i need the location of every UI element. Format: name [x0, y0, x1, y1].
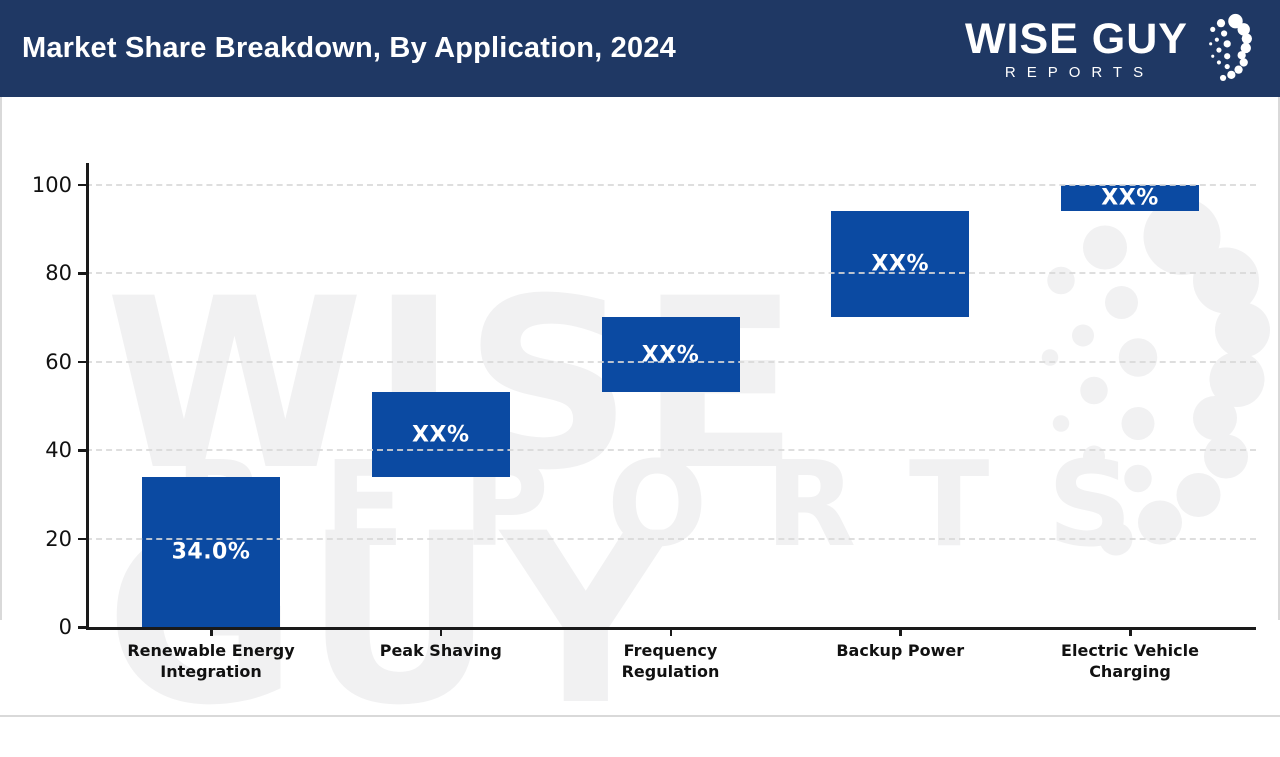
figure-border-left — [0, 0, 2, 620]
x-axis-tick — [669, 627, 672, 636]
figure-border-bottom — [0, 715, 1280, 717]
y-axis-tick — [78, 537, 86, 540]
bar-segment — [142, 476, 280, 627]
bar-value-label: XX% — [412, 422, 470, 447]
y-axis-tick-label: 0 — [58, 615, 72, 639]
bar-value-label: XX% — [1101, 185, 1159, 211]
gridline — [86, 272, 1256, 274]
x-axis-category-label: Frequency Regulation — [621, 641, 720, 681]
x-axis-spine — [86, 627, 1256, 630]
y-axis-tick — [78, 449, 86, 452]
x-axis-tick — [899, 627, 902, 636]
watermark-face-dots — [1041, 198, 1270, 556]
x-axis-category-label: Peak Shaving — [379, 641, 502, 660]
y-axis-spine — [86, 163, 89, 630]
bar-value-label: XX% — [871, 251, 929, 277]
brand-logo-subtitle: REPORTS — [1004, 63, 1155, 81]
y-axis-tick — [78, 183, 86, 186]
watermark-text-line2: REPORTS — [175, 435, 1191, 573]
brand-logo-text: WISE GUY REPORTS — [964, 14, 1188, 81]
brand-logo: WISE GUY REPORTS — [965, 12, 1252, 86]
x-axis-tick — [439, 627, 443, 636]
figure-border-right — [1278, 0, 1280, 620]
y-axis-tick-label: 60 — [45, 349, 72, 374]
brand-logo-name: WISE GUY — [964, 14, 1188, 63]
y-axis-tick-label: 40 — [45, 438, 72, 462]
x-axis-category-label: Renewable Energy Integration — [127, 641, 295, 681]
x-axis-category-label: Backup Power — [836, 641, 965, 660]
gridline — [86, 449, 1256, 451]
header-bar: Market Share Breakdown, By Application, … — [0, 0, 1280, 97]
bar-segment — [831, 211, 970, 318]
x-axis-category-label: Electric Vehicle Charging — [1061, 641, 1199, 681]
y-axis-tick-label: 80 — [45, 261, 72, 285]
brand-logo-face-icon — [1209, 13, 1252, 81]
bar-segment — [371, 392, 510, 477]
gridline — [86, 360, 1256, 363]
y-axis-tick-label: 20 — [45, 526, 72, 551]
gridline — [86, 183, 1256, 186]
bar-value-label: XX% — [641, 342, 700, 368]
bar-segment — [1061, 184, 1199, 212]
plot-area: 0 20 40 60 80 100 34.0% Renewable Energy Integr… — [0, 97, 1280, 717]
bar-segment — [601, 317, 740, 393]
bar-value-label: 34.0% — [171, 539, 251, 565]
y-axis-tick — [78, 626, 86, 629]
chart-title: Market Share Breakdown, By Application, … — [22, 32, 676, 64]
y-axis-tick-label: 100 — [31, 172, 72, 197]
x-axis-tick — [210, 627, 213, 636]
y-axis-tick — [78, 272, 86, 275]
y-axis-tick — [78, 360, 86, 363]
x-axis-tick — [1129, 627, 1132, 636]
gridline — [86, 537, 1256, 540]
